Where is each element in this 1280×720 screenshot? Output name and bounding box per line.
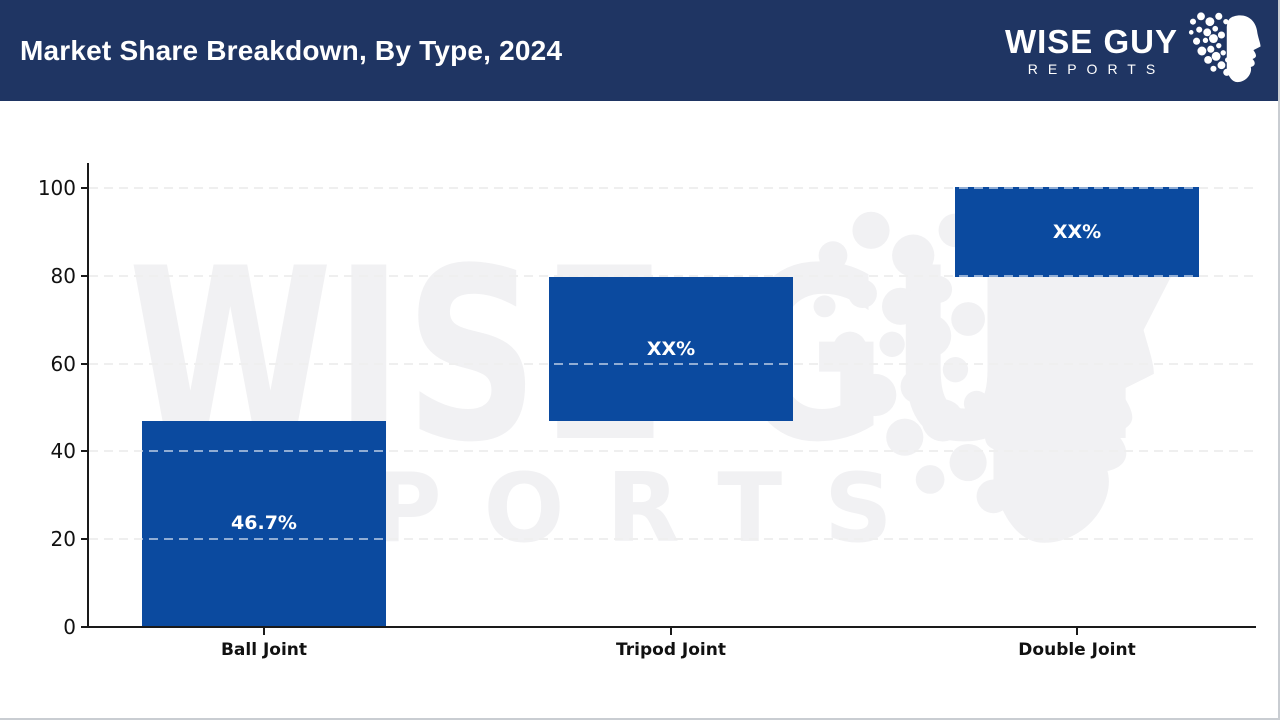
gridline-overlay: [89, 274, 1255, 277]
bar-ball-joint: [142, 420, 386, 626]
x-tick-mark: [670, 628, 672, 635]
x-tick-mark: [1076, 628, 1078, 635]
y-tick-mark: [81, 450, 88, 453]
bar-tripod-joint: [549, 276, 793, 421]
x-category-label-tripod-joint: Tripod Joint: [616, 640, 726, 660]
y-tick-mark: [81, 362, 88, 365]
y-axis-spine: [87, 163, 89, 628]
x-category-label-double-joint: Double Joint: [1018, 640, 1136, 660]
gridline-overlay: [89, 538, 1255, 541]
header-bar: Market Share Breakdown, By Type, 2024 WI…: [0, 0, 1278, 101]
gridline-overlay: [89, 187, 1255, 189]
bar-value-label-tripod-joint: XX%: [646, 337, 696, 360]
bar-double-joint: [955, 187, 1199, 277]
brand-subname: REPORTS: [1027, 61, 1166, 77]
bar-value-label-ball-joint: 46.7%: [231, 512, 297, 535]
y-tick-label: 0: [63, 615, 76, 639]
y-tick-label: 20: [50, 527, 76, 552]
gridline-overlay: [89, 450, 1255, 453]
y-tick-mark: [81, 187, 88, 189]
y-tick-label: 80: [50, 263, 76, 288]
y-tick-mark: [81, 626, 88, 628]
bar-value-label-double-joint: XX%: [1052, 220, 1102, 243]
x-tick-mark: [263, 628, 265, 635]
brand-name: WISE GUY: [1004, 23, 1178, 60]
brand-logo-text: WISE GUY REPORTS: [1005, 25, 1178, 76]
brand-face-icon: [1188, 11, 1261, 82]
y-tick-mark: [81, 538, 88, 541]
y-tick-label: 40: [50, 439, 76, 464]
x-axis-spine: [86, 626, 1256, 628]
page-title: Market Share Breakdown, By Type, 2024: [20, 34, 563, 66]
y-tick-mark: [81, 274, 88, 277]
y-tick-label: 60: [50, 351, 76, 376]
y-tick-label: 100: [37, 176, 76, 200]
gridline-overlay: [89, 362, 1255, 365]
brand-logo: WISE GUY REPORTS: [1005, 11, 1278, 91]
x-category-label-ball-joint: Ball Joint: [220, 640, 308, 660]
waterfall-chart: 0 20 40 60 80 100 46.7% XX% XX% Ball Joint Tripod …: [0, 101, 1278, 718]
